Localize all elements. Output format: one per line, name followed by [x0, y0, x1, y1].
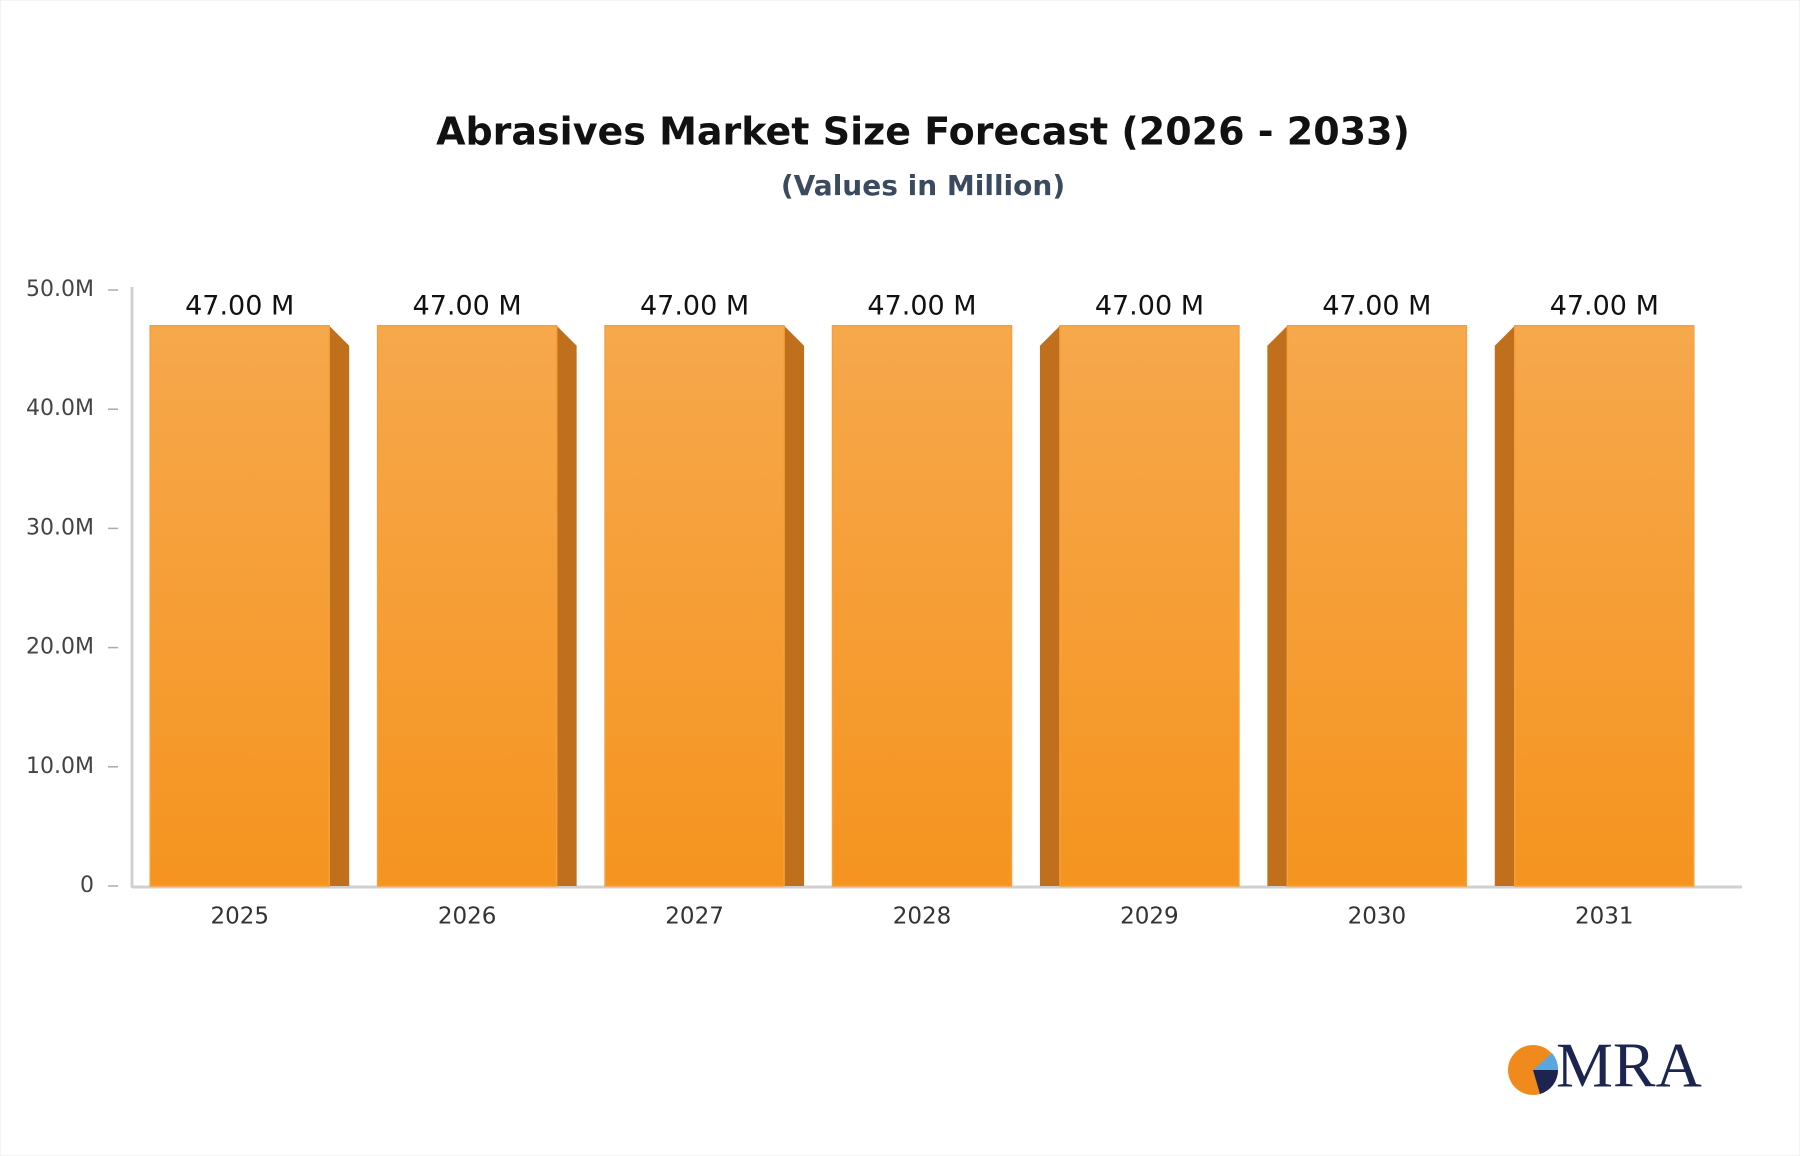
bar [376, 325, 558, 887]
value-label: 47.00 M [1550, 290, 1659, 321]
value-label: 47.00 M [867, 290, 976, 321]
value-label: 47.00 M [640, 290, 749, 321]
bar [1286, 325, 1468, 887]
x-tick-label: 2025 [210, 904, 269, 930]
logo-icon-part [1533, 1070, 1558, 1094]
x-tick-label: 2030 [1348, 904, 1407, 930]
y-tick-label: 40.0M [26, 396, 94, 421]
bar-side [1494, 325, 1515, 886]
bar-side [784, 325, 805, 886]
x-tick-label: 2026 [438, 904, 497, 930]
y-tick-label: 0 [80, 873, 94, 898]
bar-side [556, 325, 577, 886]
x-tick-label: 2029 [1120, 904, 1179, 930]
value-label: 47.00 M [185, 290, 294, 321]
y-tick-label: 50.0M [26, 277, 94, 302]
chart-title: Abrasives Market Size Forecast (2026 - 2… [436, 110, 1410, 154]
y-tick-label: 10.0M [26, 754, 94, 779]
chart-subtitle: (Values in Million) [781, 169, 1065, 202]
value-label: 47.00 M [1322, 290, 1431, 321]
value-label: 47.00 M [1095, 290, 1204, 321]
bar [831, 325, 1013, 887]
logo: MRA [1508, 1030, 1702, 1101]
bar [1514, 325, 1695, 887]
bar-side [329, 325, 350, 886]
logo-text: MRA [1556, 1030, 1702, 1101]
x-tick-label: 2028 [893, 904, 952, 930]
bar [604, 325, 785, 887]
bar [149, 325, 330, 887]
bar [1059, 325, 1240, 887]
x-tick-label: 2027 [665, 904, 724, 930]
logo-icon-part [1533, 1053, 1559, 1070]
value-label: 47.00 M [413, 290, 522, 321]
bar-side [1267, 325, 1288, 886]
y-tick-label: 30.0M [26, 515, 94, 540]
y-tick-label: 20.0M [26, 635, 94, 660]
x-tick-label: 2031 [1575, 904, 1634, 930]
bar-side [1039, 325, 1060, 886]
